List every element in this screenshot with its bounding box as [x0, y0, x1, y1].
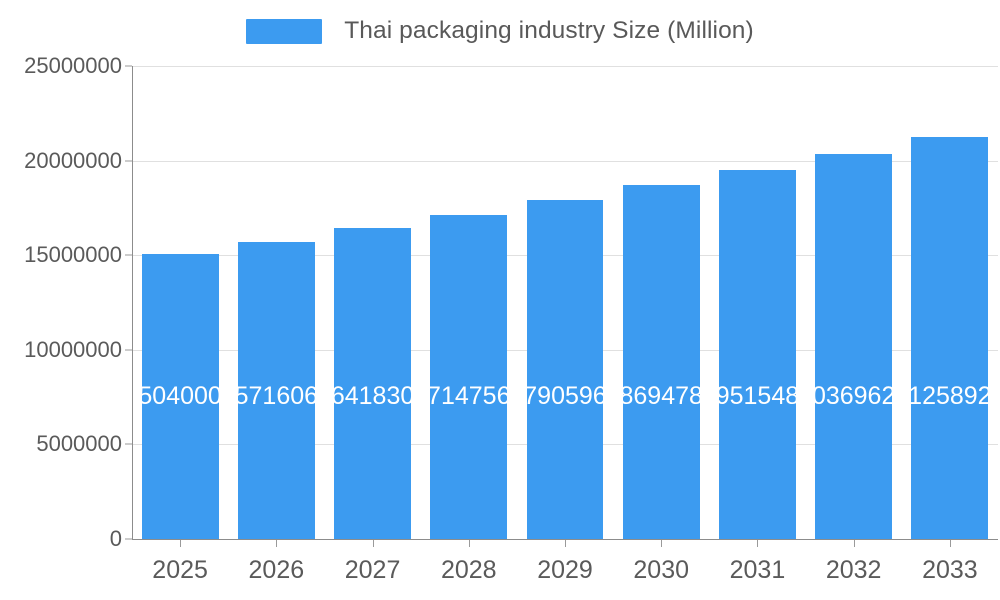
x-axis-tick-mark [757, 540, 758, 547]
y-axis-tick-mark [125, 443, 132, 445]
grid-line [132, 66, 998, 67]
x-axis-tick-mark [950, 540, 951, 547]
bar[interactable]: 16418300 [334, 228, 412, 539]
y-axis-tick-label: 20000000 [24, 147, 122, 173]
legend-color-swatch [246, 18, 323, 44]
bar[interactable]: 15040000 [141, 254, 219, 539]
y-axis-tick-mark [125, 254, 132, 256]
x-axis-tick-mark [661, 540, 662, 547]
y-axis-tick-label: 0 [109, 526, 122, 551]
bar-value-label: 18694780 [622, 381, 700, 410]
y-axis-tick-mark [125, 160, 132, 162]
y-axis-tick-label: 25000000 [24, 53, 122, 78]
x-axis-tick-mark [276, 540, 277, 547]
x-axis-tick-label: 2026 [248, 556, 305, 584]
x-axis-line [132, 539, 998, 540]
bar[interactable]: 17905960 [526, 200, 604, 539]
bar[interactable]: 15716060 [237, 241, 315, 539]
x-axis-tick-mark [565, 540, 566, 547]
bar[interactable]: 19515480 [718, 169, 796, 539]
grid-line [132, 161, 998, 162]
bar-value-label: 21258920 [911, 381, 989, 410]
x-axis-tick-label: 2029 [537, 556, 593, 584]
legend-item-label: Thai packaging industry Size (Million) [344, 17, 754, 44]
y-axis-tick-label: 10000000 [24, 336, 122, 362]
bar-value-label: 16418300 [334, 381, 412, 410]
chart-legend: Thai packaging industry Size (Million) [0, 12, 1000, 50]
bar[interactable]: 21258920 [911, 136, 989, 539]
y-axis-line [132, 66, 133, 539]
bar-value-label: 20369620 [815, 381, 893, 410]
bar-value-label: 19515480 [718, 381, 796, 410]
y-axis-tick-mark [125, 349, 132, 351]
bar-value-label: 17147560 [430, 381, 508, 410]
x-axis-tick-mark [180, 540, 181, 547]
y-axis-tick-label: 5000000 [36, 431, 122, 457]
x-axis-tick-label: 2031 [729, 556, 786, 584]
bar-value-label: 15716060 [237, 381, 315, 410]
x-axis-tick-label: 2028 [440, 556, 497, 584]
bar-value-label: 15040000 [141, 381, 219, 410]
x-axis-tick-label: 2032 [825, 556, 882, 584]
bar[interactable]: 20369620 [815, 153, 893, 539]
bar[interactable]: 17147560 [430, 214, 508, 539]
y-axis-tick-mark [125, 65, 132, 67]
x-axis-tick-label: 2025 [152, 556, 208, 584]
x-axis-tick-label: 2030 [633, 556, 690, 584]
bar-value-label: 17905960 [526, 381, 604, 410]
bar[interactable]: 18694780 [622, 185, 700, 539]
y-axis-tick-label: 15000000 [24, 242, 122, 268]
y-axis-tick-mark [125, 538, 132, 540]
x-axis-tick-mark [469, 540, 470, 547]
legend-item-thai-packaging-industry-size[interactable]: Thai packaging industry Size (Million) [246, 17, 754, 45]
x-axis-tick-mark [854, 540, 855, 547]
x-axis-tick-label: 2027 [344, 556, 401, 584]
x-axis-tick-label: 2033 [922, 556, 978, 584]
x-axis-tick-mark [373, 540, 374, 547]
